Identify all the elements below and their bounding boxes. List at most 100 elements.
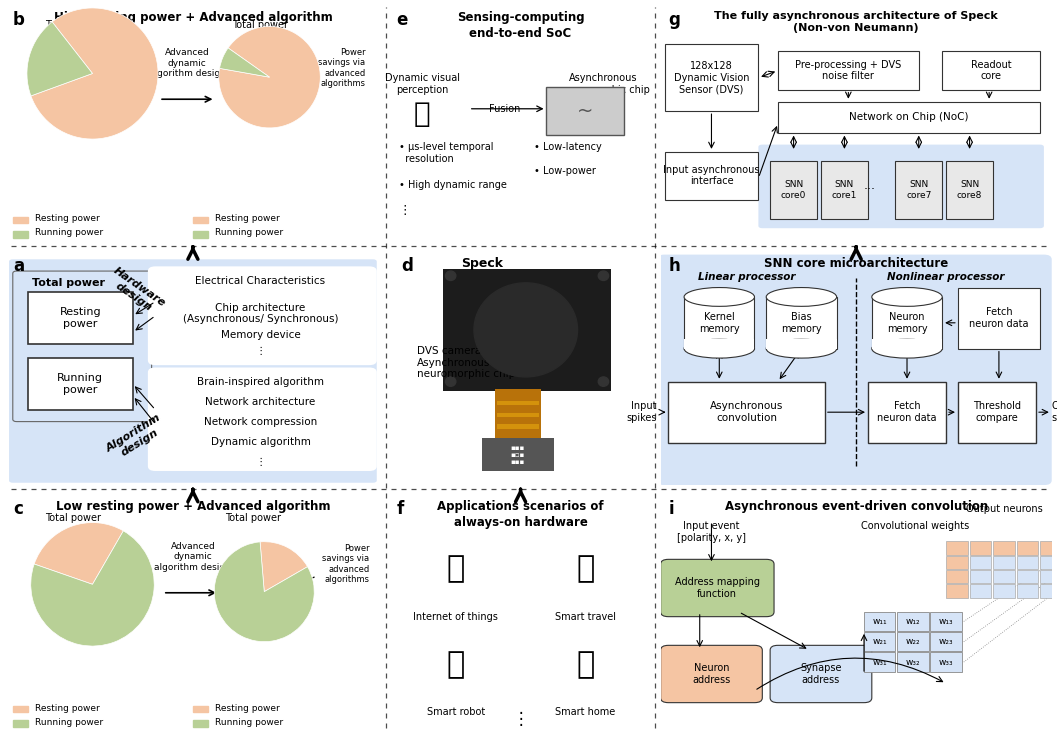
FancyBboxPatch shape	[10, 259, 376, 483]
Circle shape	[474, 283, 577, 377]
FancyBboxPatch shape	[497, 424, 539, 429]
Circle shape	[511, 316, 541, 344]
Text: Neuron
memory: Neuron memory	[887, 312, 927, 334]
Text: Fusion: Fusion	[489, 104, 521, 114]
Text: Network on Chip (NoC): Network on Chip (NoC)	[849, 112, 968, 122]
FancyBboxPatch shape	[946, 584, 967, 598]
Text: Address mapping
function: Address mapping function	[674, 577, 760, 599]
Text: DVS camera +
Asynchronous
neuromorphic chip: DVS camera + Asynchronous neuromorphic c…	[416, 346, 515, 379]
Text: Total power: Total power	[233, 20, 289, 29]
FancyBboxPatch shape	[821, 162, 868, 218]
Text: Asynchronous
convolution: Asynchronous convolution	[710, 401, 783, 423]
Text: Smart robot: Smart robot	[427, 707, 485, 717]
FancyBboxPatch shape	[1040, 570, 1057, 584]
FancyBboxPatch shape	[942, 51, 1040, 90]
FancyBboxPatch shape	[495, 389, 541, 442]
Text: Total power: Total power	[44, 20, 100, 29]
Text: w₃₂: w₃₂	[906, 658, 921, 667]
Ellipse shape	[766, 340, 836, 358]
Text: High resting power + Advanced algorithm: High resting power + Advanced algorithm	[54, 11, 332, 24]
Wedge shape	[31, 8, 157, 139]
Bar	[13, 217, 27, 223]
Text: Power
savings via
advanced
algorithms: Power savings via advanced algorithms	[318, 48, 366, 88]
Text: • µs-level temporal
  resolution: • µs-level temporal resolution	[398, 143, 494, 164]
Text: w₂₁: w₂₁	[872, 637, 887, 646]
FancyBboxPatch shape	[946, 542, 967, 555]
Text: Resting power: Resting power	[35, 704, 100, 713]
FancyBboxPatch shape	[895, 162, 942, 218]
Text: Total power: Total power	[32, 278, 105, 288]
FancyBboxPatch shape	[897, 653, 928, 672]
Text: ▪▪▪
▪▫▪
▪▪▪: ▪▪▪ ▪▫▪ ▪▪▪	[511, 445, 525, 465]
FancyBboxPatch shape	[1040, 556, 1057, 569]
FancyBboxPatch shape	[958, 287, 1040, 348]
FancyBboxPatch shape	[1017, 584, 1038, 598]
FancyBboxPatch shape	[27, 293, 133, 344]
FancyBboxPatch shape	[661, 645, 762, 703]
Text: Total power: Total power	[225, 513, 281, 523]
Text: Kernel
memory: Kernel memory	[699, 312, 740, 334]
FancyBboxPatch shape	[668, 381, 824, 442]
Text: Dynamic algorithm: Dynamic algorithm	[210, 437, 311, 447]
Text: Resting power: Resting power	[216, 214, 280, 223]
Text: 🚗: 🚗	[576, 554, 594, 584]
Text: Threshold
compare: Threshold compare	[972, 401, 1021, 423]
FancyBboxPatch shape	[872, 297, 942, 348]
Text: ...: ...	[864, 179, 876, 192]
Text: 128x128
Dynamic Vision
Sensor (DVS): 128x128 Dynamic Vision Sensor (DVS)	[673, 61, 749, 94]
Text: 👁: 👁	[414, 99, 430, 128]
Bar	[192, 231, 208, 238]
Text: Applications scenarios of
always-on hardware: Applications scenarios of always-on hard…	[438, 500, 604, 528]
Bar	[13, 706, 27, 712]
Ellipse shape	[684, 287, 755, 306]
FancyBboxPatch shape	[665, 151, 759, 200]
Wedge shape	[215, 542, 314, 642]
FancyBboxPatch shape	[771, 645, 872, 703]
Wedge shape	[27, 22, 93, 96]
Text: Network compression: Network compression	[204, 417, 317, 427]
Text: w₁₃: w₁₃	[939, 617, 953, 626]
FancyBboxPatch shape	[993, 570, 1015, 584]
FancyBboxPatch shape	[946, 570, 967, 584]
Text: w₂₃: w₂₃	[939, 637, 953, 646]
FancyBboxPatch shape	[864, 653, 895, 672]
FancyBboxPatch shape	[958, 381, 1036, 442]
Circle shape	[445, 377, 456, 387]
FancyBboxPatch shape	[993, 556, 1015, 569]
Text: SNN
core1: SNN core1	[832, 180, 857, 200]
FancyBboxPatch shape	[482, 438, 554, 471]
FancyBboxPatch shape	[946, 162, 993, 218]
Bar	[192, 720, 208, 726]
FancyBboxPatch shape	[969, 570, 991, 584]
Wedge shape	[260, 542, 308, 592]
Text: Resting power: Resting power	[216, 704, 280, 713]
Ellipse shape	[872, 340, 942, 358]
Text: Brain-inspired algorithm: Brain-inspired algorithm	[197, 377, 323, 387]
Text: Chip architecture
(Asynchronous/ Synchronous): Chip architecture (Asynchronous/ Synchro…	[183, 303, 338, 324]
FancyBboxPatch shape	[656, 254, 1052, 485]
Text: Advanced
dynamic
algorithm design: Advanced dynamic algorithm design	[154, 542, 231, 572]
Text: h: h	[668, 257, 681, 275]
FancyBboxPatch shape	[661, 559, 774, 617]
FancyBboxPatch shape	[969, 542, 991, 555]
FancyBboxPatch shape	[930, 653, 962, 672]
Text: Memory device: Memory device	[221, 330, 300, 340]
Ellipse shape	[684, 340, 755, 358]
Text: i: i	[668, 500, 674, 517]
FancyBboxPatch shape	[759, 145, 1044, 228]
Circle shape	[518, 323, 534, 337]
Circle shape	[598, 271, 609, 281]
Text: b: b	[13, 11, 24, 29]
Text: 🏠: 🏠	[576, 650, 594, 679]
Text: Advanced
dynamic
algorithm design: Advanced dynamic algorithm design	[149, 49, 226, 79]
Text: Hardware
design: Hardware design	[106, 266, 168, 318]
Text: Speck: Speck	[461, 257, 503, 270]
Text: Input event
[polarity, x, y]: Input event [polarity, x, y]	[676, 521, 746, 542]
FancyBboxPatch shape	[897, 612, 928, 631]
FancyBboxPatch shape	[1017, 556, 1038, 569]
FancyBboxPatch shape	[546, 87, 624, 135]
Text: Input
spikes: Input spikes	[626, 401, 656, 423]
Text: ~: ~	[577, 101, 593, 121]
Circle shape	[487, 295, 564, 365]
Text: Linear processor: Linear processor	[698, 273, 796, 282]
